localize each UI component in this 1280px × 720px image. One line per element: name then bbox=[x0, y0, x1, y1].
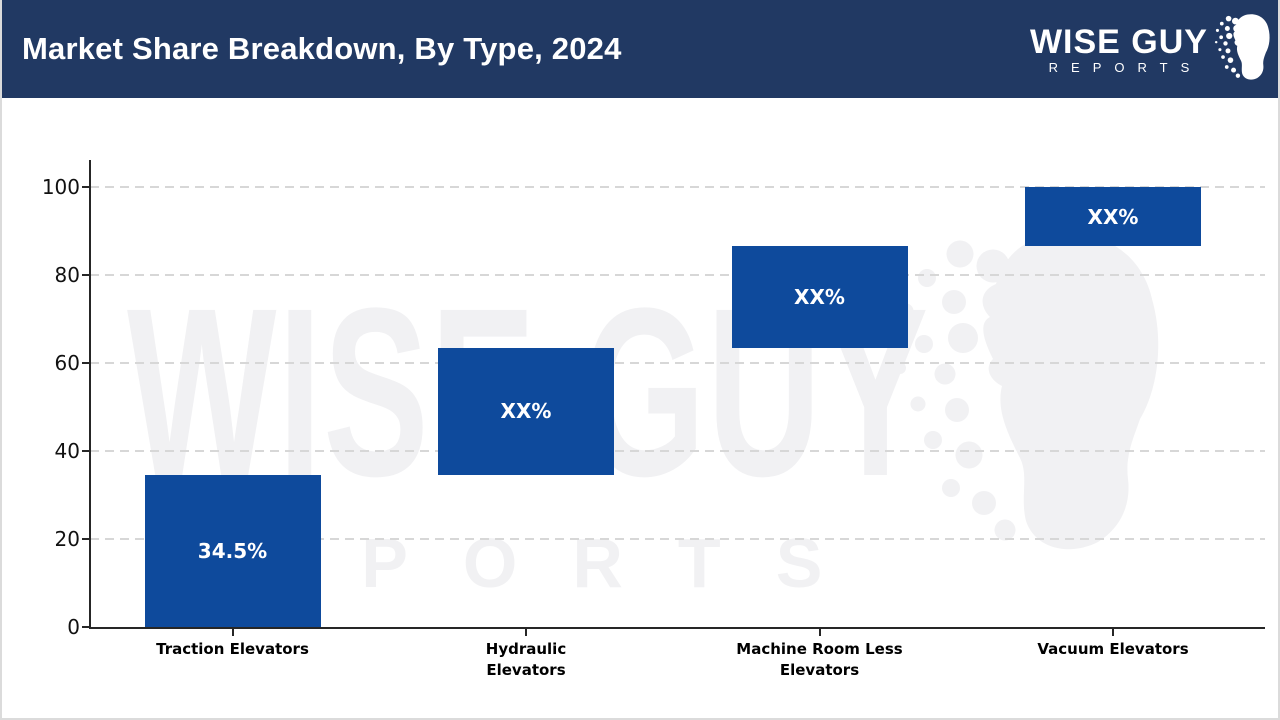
y-axis-line bbox=[89, 160, 91, 629]
x-category-label-line: Elevators bbox=[486, 661, 566, 679]
x-tick-mark-2 bbox=[525, 629, 527, 636]
bar-2: XX% bbox=[438, 347, 614, 476]
gridline-40 bbox=[90, 450, 1265, 452]
x-category-label-line: Traction Elevators bbox=[156, 640, 309, 658]
logo-head-icon bbox=[1214, 14, 1270, 80]
gridline-60 bbox=[90, 362, 1265, 364]
logo-wordmark-line2: REPORTS bbox=[1048, 59, 1203, 75]
y-tick-mark-40 bbox=[82, 450, 90, 452]
header-bar: Market Share Breakdown, By Type, 2024 WI… bbox=[2, 0, 1278, 98]
x-category-label-line: Elevators bbox=[779, 661, 860, 679]
bar-4: XX% bbox=[1025, 187, 1201, 247]
bar-value-label-3: XX% bbox=[794, 284, 845, 309]
bar-1: 34.5% bbox=[144, 475, 321, 627]
chart-title: Market Share Breakdown, By Type, 2024 bbox=[22, 31, 622, 66]
bar-3: XX% bbox=[731, 246, 908, 348]
x-tick-mark-1 bbox=[231, 629, 234, 636]
y-tick-label-40: 40 bbox=[54, 439, 80, 463]
y-tick-mark-80 bbox=[82, 274, 90, 276]
y-tick-mark-100 bbox=[82, 186, 90, 188]
watermark-head-icon bbox=[894, 233, 1159, 550]
x-category-label-2: Hydraulic Elevators bbox=[376, 639, 676, 681]
x-category-label-line: Vacuum Elevators bbox=[1037, 640, 1189, 658]
y-tick-mark-20 bbox=[82, 538, 90, 540]
bar-value-label-2: XX% bbox=[500, 399, 552, 424]
x-category-label-3: Machine Room Less Elevators bbox=[670, 639, 970, 681]
logo-wordmark: WISE GUY REPORTS bbox=[1030, 24, 1208, 75]
wiseguy-logo: WISE GUY REPORTS bbox=[1030, 9, 1272, 89]
y-tick-label-0: 0 bbox=[67, 615, 80, 639]
gridline-80 bbox=[90, 274, 1265, 276]
y-tick-label-60: 60 bbox=[54, 351, 80, 375]
x-category-label-4: Vacuum Elevators bbox=[963, 639, 1263, 660]
logo-wordmark-line1: WISE GUY bbox=[1029, 22, 1208, 61]
y-tick-label-20: 20 bbox=[54, 527, 80, 551]
x-category-label-1: Traction Elevators bbox=[83, 639, 383, 660]
x-tick-mark-3 bbox=[818, 629, 821, 636]
bar-value-label-1: 34.5% bbox=[197, 539, 268, 564]
x-category-label-line: Hydraulic bbox=[485, 640, 567, 658]
y-tick-mark-60 bbox=[82, 362, 90, 364]
y-tick-label-80: 80 bbox=[54, 263, 80, 287]
y-tick-mark-0 bbox=[82, 626, 90, 628]
x-category-label-line: Machine Room Less bbox=[736, 640, 903, 658]
gridline-20 bbox=[90, 538, 1265, 540]
gridline-100 bbox=[90, 186, 1265, 188]
bar-value-label-4: XX% bbox=[1087, 204, 1139, 229]
y-tick-label-100: 100 bbox=[41, 175, 80, 199]
x-axis-line bbox=[89, 627, 1265, 629]
x-tick-mark-4 bbox=[1112, 629, 1114, 636]
